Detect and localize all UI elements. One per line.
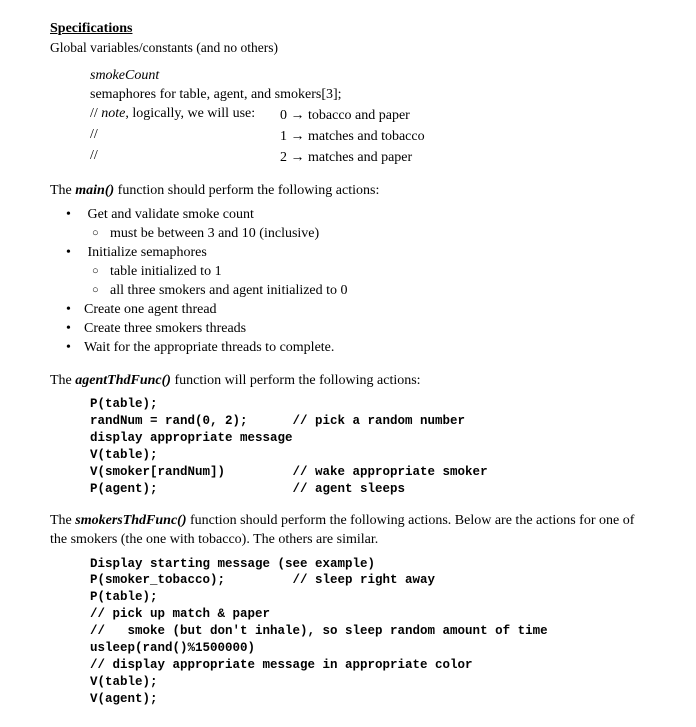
main-bullets: Get and validate smoke count must be bet… (84, 206, 646, 357)
agent-code: P(table); randNum = rand(0, 2); // pick … (90, 396, 646, 497)
smoker-code: Display starting message (see example) P… (90, 556, 646, 708)
list-item: table initialized to 1 (110, 263, 646, 282)
semaphores-line: semaphores for table, agent, and smokers… (90, 86, 646, 105)
section-heading: Specifications (50, 20, 646, 39)
list-item: Get and validate smoke count must be bet… (84, 206, 646, 244)
list-item: Create one agent thread (84, 301, 646, 320)
note-line-0: // note, logically, we will use: 0 → tob… (90, 105, 646, 126)
smokecount-var: smokeCount (90, 67, 646, 86)
list-item: Wait for the appropriate threads to comp… (84, 339, 646, 358)
note-line-2: // 2 → matches and paper (90, 147, 646, 168)
globals-line: Global variables/constants (and no other… (50, 39, 646, 57)
main-intro: The main() function should perform the f… (50, 182, 646, 201)
note-line-1: // 1 → matches and tobacco (90, 126, 646, 147)
smoker-intro: The smokersThdFunc() function should per… (50, 512, 646, 550)
list-item: Create three smokers threads (84, 320, 646, 339)
list-item: all three smokers and agent initialized … (110, 282, 646, 301)
list-item: must be between 3 and 10 (inclusive) (110, 225, 646, 244)
agent-intro: The agentThdFunc() function will perform… (50, 372, 646, 391)
list-item: Initialize semaphores table initialized … (84, 244, 646, 301)
